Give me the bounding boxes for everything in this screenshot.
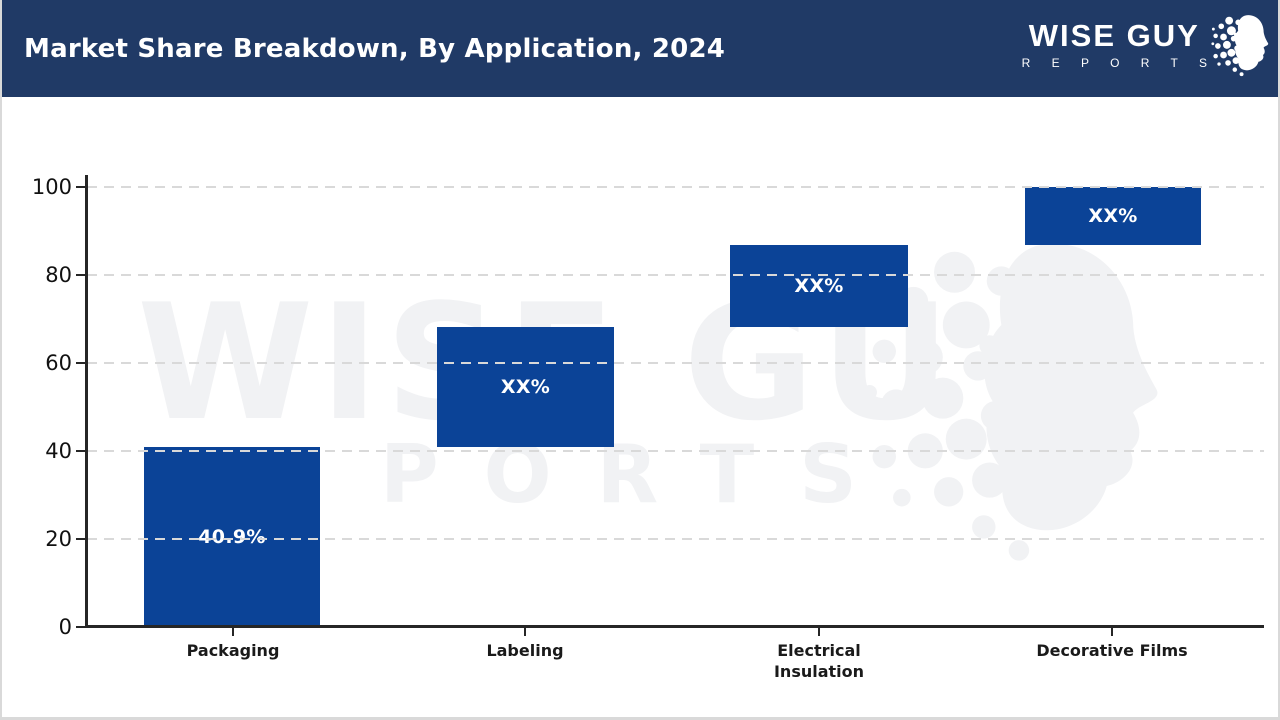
y-tick xyxy=(76,450,86,452)
bar-value-label: 40.9% xyxy=(198,526,266,548)
x-tick xyxy=(818,627,820,636)
y-tick-label: 80 xyxy=(45,263,72,287)
y-tick-label: 20 xyxy=(45,527,72,551)
gridline-40 xyxy=(87,450,1264,452)
page-title: Market Share Breakdown, By Application, … xyxy=(24,33,726,64)
bar-value-label: XX% xyxy=(1088,205,1138,227)
x-tick xyxy=(232,627,234,636)
gridline-100 xyxy=(87,186,1264,188)
bar-electrical-insulation: XX% xyxy=(730,245,908,327)
watermark-head-icon xyxy=(862,243,1158,561)
logo-wordmark: WISE GUY xyxy=(1028,18,1200,53)
y-tick xyxy=(76,362,86,364)
x-tick xyxy=(1111,627,1113,636)
market-share-waterfall-chart: WISE GU PORTS 40.9% XX% XX% XX% xyxy=(2,97,1278,717)
watermark-subtitle: PORTS xyxy=(380,428,902,521)
bar-value-label: XX% xyxy=(794,275,844,297)
bar-packaging: 40.9% xyxy=(144,447,320,627)
wiseguy-logo: WISE GUY R E P O R T S xyxy=(1013,6,1272,84)
bar-decorative-films: XX% xyxy=(1025,187,1201,245)
logo-subtitle: R E P O R T S xyxy=(1021,56,1216,70)
y-tick-label: 40 xyxy=(45,439,72,463)
x-category-label-electrical-insulation: Electrical Insulation xyxy=(773,641,865,681)
y-tick xyxy=(76,186,86,188)
y-tick xyxy=(76,274,86,276)
bar-labeling: XX% xyxy=(437,327,614,447)
gridline-60 xyxy=(87,362,1264,364)
header: Market Share Breakdown, By Application, … xyxy=(2,0,1278,97)
x-category-label-decorative-films: Decorative Films xyxy=(1036,641,1188,660)
x-category-label-labeling: Labeling xyxy=(486,641,564,660)
gridline-80 xyxy=(87,274,1264,276)
y-tick-label: 0 xyxy=(58,615,72,639)
wiseguy-head-icon xyxy=(1211,15,1269,77)
bar-value-label: XX% xyxy=(500,376,551,398)
y-tick-label: 60 xyxy=(45,351,72,375)
x-axis-line xyxy=(85,625,1264,628)
gridline-20 xyxy=(87,538,1264,540)
x-tick xyxy=(524,627,526,636)
wiseguy-logo-text: WISE GUY R E P O R T S xyxy=(1013,19,1216,71)
y-tick xyxy=(76,626,86,628)
y-axis-line xyxy=(85,175,88,627)
y-tick xyxy=(76,538,86,540)
x-category-label-packaging: Packaging xyxy=(186,641,280,660)
y-tick-label: 100 xyxy=(31,175,72,199)
